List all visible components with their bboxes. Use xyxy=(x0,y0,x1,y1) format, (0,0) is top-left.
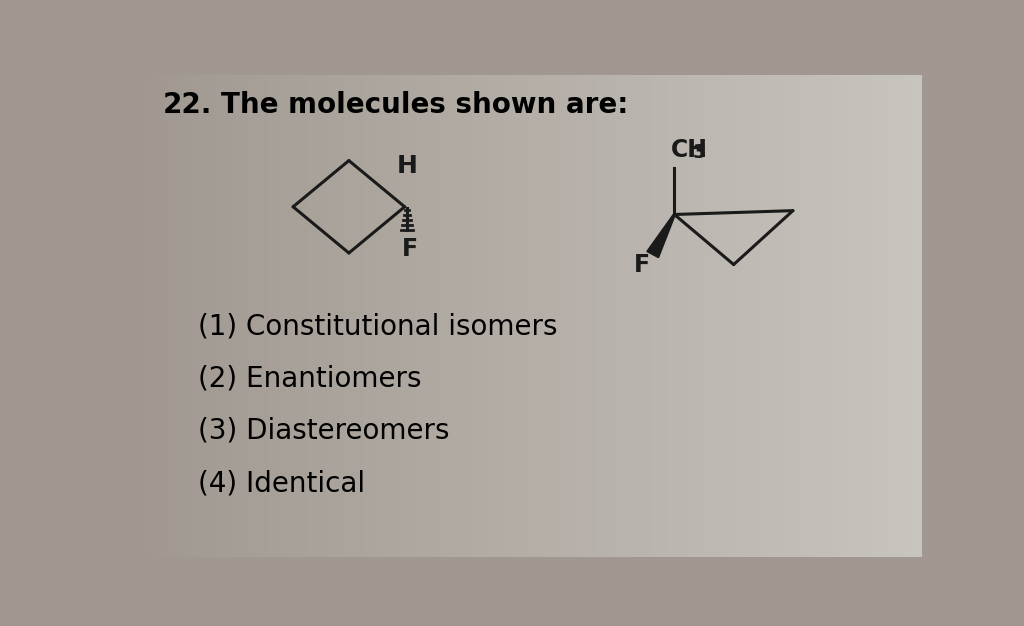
Text: (4) Identical: (4) Identical xyxy=(198,470,365,498)
Text: (3) Diastereomers: (3) Diastereomers xyxy=(198,417,450,445)
Text: (2) Enantiomers: (2) Enantiomers xyxy=(198,364,421,393)
Text: CH: CH xyxy=(671,138,708,162)
Text: 22.: 22. xyxy=(163,91,212,120)
Text: 3: 3 xyxy=(693,143,707,162)
Text: F: F xyxy=(402,237,418,261)
Text: (1) Constitutional isomers: (1) Constitutional isomers xyxy=(198,312,557,341)
Text: The molecules shown are:: The molecules shown are: xyxy=(221,91,629,120)
Text: H: H xyxy=(396,153,418,178)
Text: F: F xyxy=(634,253,649,277)
Polygon shape xyxy=(647,214,675,258)
